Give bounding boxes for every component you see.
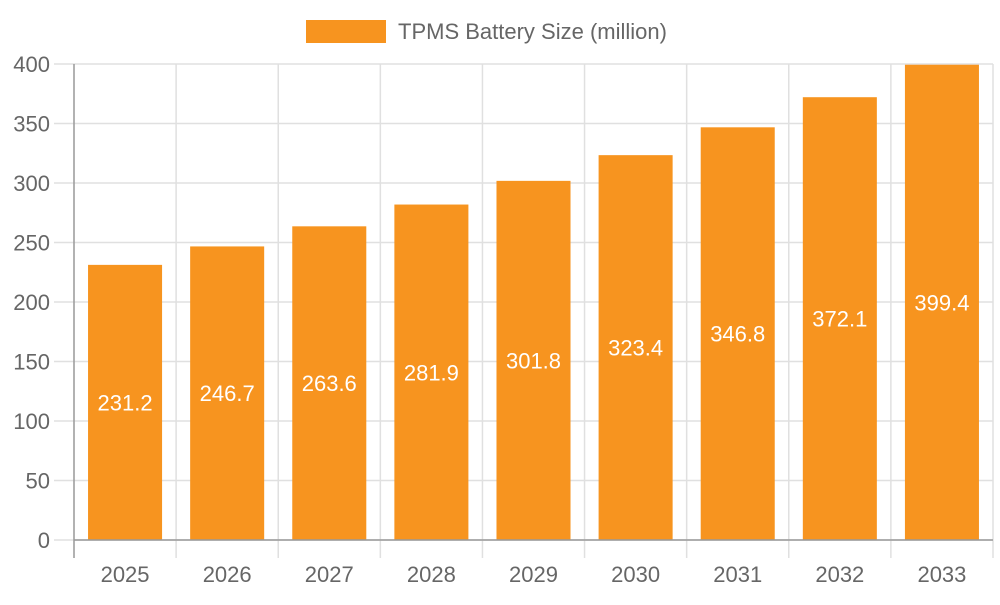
x-tick-label: 2025	[101, 562, 150, 587]
data-label: 246.7	[200, 381, 255, 406]
bar-2032	[802, 97, 877, 541]
data-label: 323.4	[608, 336, 663, 361]
x-tick-label: 2029	[509, 562, 558, 587]
x-tick-label: 2031	[713, 562, 762, 587]
data-label: 346.8	[710, 322, 765, 347]
x-tick-label: 2032	[815, 562, 864, 587]
x-tick-label: 2028	[407, 562, 456, 587]
bar-2027	[292, 226, 367, 541]
y-tick-label: 200	[13, 290, 50, 315]
y-tick-label: 350	[13, 112, 50, 137]
x-tick-label: 2033	[917, 562, 966, 587]
x-tick-label: 2030	[611, 562, 660, 587]
bar-2030	[598, 155, 673, 541]
legend-swatch	[306, 20, 386, 43]
x-tick-label: 2027	[305, 562, 354, 587]
legend-label: TPMS Battery Size (million)	[398, 19, 667, 44]
y-tick-label: 150	[13, 350, 50, 375]
data-label: 301.8	[506, 348, 561, 373]
data-label: 231.2	[98, 390, 153, 415]
x-tick-label: 2026	[203, 562, 252, 587]
data-label: 263.6	[302, 371, 357, 396]
axes: 0 50 100 150 200 250 300 350 400 2025 2026 2027 2028…	[13, 52, 993, 587]
bar-2033	[904, 64, 979, 541]
y-tick-label: 400	[13, 52, 50, 77]
bar-2026	[190, 246, 265, 540]
y-tick-label: 300	[13, 171, 50, 196]
y-tick-label: 50	[26, 469, 50, 494]
y-tick-label: 100	[13, 409, 50, 434]
data-label: 399.4	[914, 290, 969, 315]
bars: 231.2 246.7 263.6 281.9 301.8 323.4 346.8 372.1…	[88, 64, 979, 541]
data-label: 372.1	[812, 307, 867, 332]
bar-2028	[394, 204, 469, 540]
legend[interactable]: TPMS Battery Size (million)	[306, 19, 667, 44]
y-tick-label: 250	[13, 231, 50, 256]
bar-2025	[88, 264, 163, 540]
bar-2031	[700, 127, 775, 541]
y-tick-label: 0	[38, 528, 50, 553]
bar-2029	[496, 180, 571, 540]
data-label: 281.9	[404, 360, 459, 385]
